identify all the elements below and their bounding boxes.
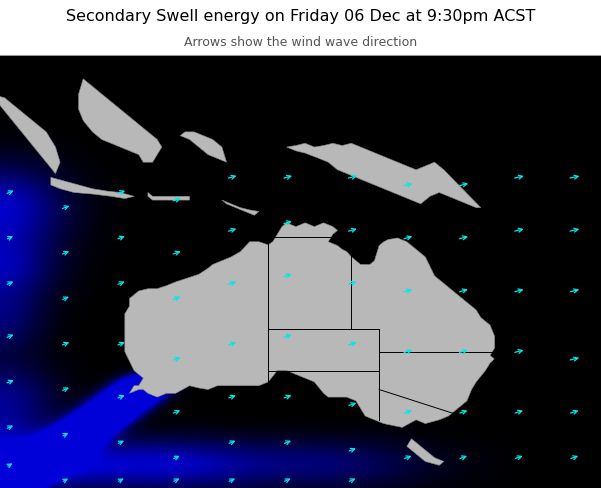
Text: Arrows show the wind wave direction: Arrows show the wind wave direction xyxy=(184,36,417,49)
Polygon shape xyxy=(287,143,481,208)
Text: Secondary Swell energy on Friday 06 Dec at 9:30pm ACST: Secondary Swell energy on Friday 06 Dec … xyxy=(66,9,535,24)
Polygon shape xyxy=(125,223,495,427)
Polygon shape xyxy=(0,94,60,174)
Polygon shape xyxy=(51,177,134,199)
Polygon shape xyxy=(222,200,259,215)
Polygon shape xyxy=(407,439,444,465)
Polygon shape xyxy=(148,192,189,200)
Polygon shape xyxy=(180,132,227,162)
Polygon shape xyxy=(79,79,162,162)
